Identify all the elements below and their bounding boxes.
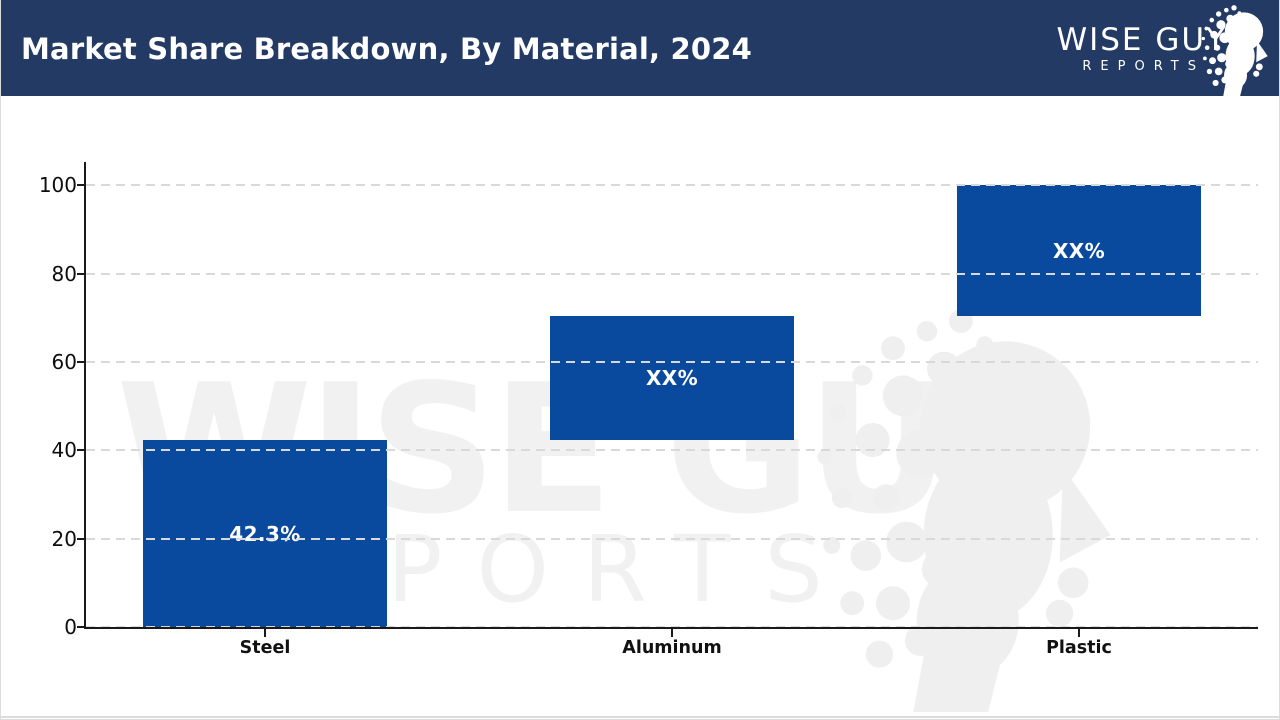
ytick-label: 60 bbox=[51, 349, 77, 374]
category-label-aluminum: Aluminum bbox=[622, 638, 722, 658]
footer-divider bbox=[1, 716, 1279, 718]
category-label-plastic: Plastic bbox=[1046, 638, 1112, 658]
bar-steel: 42.3% bbox=[142, 440, 388, 627]
bar-value-label: XX% bbox=[1052, 238, 1106, 263]
chart-canvas: WISE GUY REPORTS 42.3%XX%XX%020406080100… bbox=[1, 96, 1279, 719]
x-axis-line bbox=[84, 627, 1258, 629]
y-axis-line bbox=[84, 162, 86, 629]
ytick-mark bbox=[77, 537, 86, 540]
ytick-label: 0 bbox=[64, 615, 77, 639]
xtick-mark bbox=[264, 629, 266, 637]
ytick-mark bbox=[77, 449, 86, 452]
wise-guy-reports-logo: WISE GUY REPORTS bbox=[999, 0, 1279, 96]
gridline-y60 bbox=[86, 360, 1258, 363]
gridline-y40 bbox=[86, 449, 1258, 452]
gridline-y80 bbox=[86, 272, 1258, 275]
gridline-y20 bbox=[86, 537, 1258, 540]
logo-subtitle: REPORTS bbox=[1082, 59, 1205, 74]
ytick-label: 40 bbox=[51, 438, 77, 463]
bar-aluminum: XX% bbox=[549, 316, 795, 440]
ytick-label: 80 bbox=[51, 261, 77, 286]
xtick-mark bbox=[671, 629, 673, 637]
gridline-y100 bbox=[86, 184, 1258, 187]
ytick-mark bbox=[77, 272, 86, 275]
xtick-mark bbox=[1078, 629, 1080, 637]
ytick-mark bbox=[77, 626, 86, 628]
bar-plastic: XX% bbox=[956, 185, 1202, 317]
bar-value-label: XX% bbox=[645, 366, 699, 391]
bar-value-label: 42.3% bbox=[229, 521, 301, 546]
ytick-mark bbox=[77, 184, 86, 187]
ytick-label: 100 bbox=[38, 173, 77, 198]
category-label-steel: Steel bbox=[239, 638, 291, 658]
ytick-mark bbox=[77, 360, 86, 363]
dotted-face-profile-icon bbox=[1201, 5, 1268, 96]
ytick-label: 20 bbox=[51, 526, 77, 551]
header-bar: Market Share Breakdown, By Material, 202… bbox=[1, 0, 1279, 96]
chart-title: Market Share Breakdown, By Material, 202… bbox=[21, 32, 753, 66]
logo-wordmark: WISE GUY bbox=[1056, 22, 1227, 58]
